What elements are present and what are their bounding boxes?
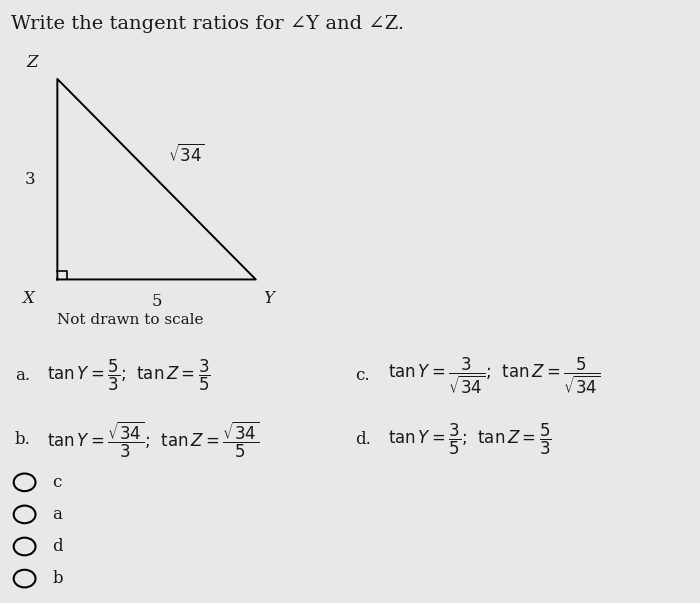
Text: c.: c. <box>355 367 370 384</box>
Text: c: c <box>52 474 62 491</box>
Text: $\tan Y = \dfrac{\sqrt{34}}{3}$;  $\tan Z = \dfrac{\sqrt{34}}{5}$: $\tan Y = \dfrac{\sqrt{34}}{3}$; $\tan Z… <box>48 420 260 460</box>
Text: d: d <box>52 538 63 555</box>
Text: $\tan Y = \dfrac{5}{3}$;  $\tan Z = \dfrac{3}{5}$: $\tan Y = \dfrac{5}{3}$; $\tan Z = \dfra… <box>48 358 211 393</box>
Text: Z: Z <box>27 54 38 71</box>
Text: $\sqrt{34}$: $\sqrt{34}$ <box>168 144 205 166</box>
Text: b.: b. <box>15 431 31 449</box>
Text: X: X <box>22 290 34 307</box>
Text: b: b <box>52 570 63 587</box>
Text: Y: Y <box>263 290 274 307</box>
Text: Not drawn to scale: Not drawn to scale <box>57 312 204 327</box>
Text: a.: a. <box>15 367 30 384</box>
Text: d.: d. <box>355 431 371 449</box>
Text: 5: 5 <box>151 294 162 311</box>
Text: 3: 3 <box>25 171 36 188</box>
Text: a: a <box>52 506 62 523</box>
Text: Write the tangent ratios for ∠Y and ∠Z.: Write the tangent ratios for ∠Y and ∠Z. <box>10 15 404 33</box>
Text: $\tan Y = \dfrac{3}{\sqrt{34}}$;  $\tan Z = \dfrac{5}{\sqrt{34}}$: $\tan Y = \dfrac{3}{\sqrt{34}}$; $\tan Z… <box>388 356 600 396</box>
Text: $\tan Y = \dfrac{3}{5}$;  $\tan Z = \dfrac{5}{3}$: $\tan Y = \dfrac{3}{5}$; $\tan Z = \dfra… <box>388 422 552 458</box>
